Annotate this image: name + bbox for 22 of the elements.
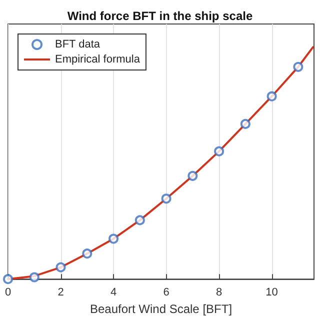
x-axis-title: Beaufort Wind Scale [BFT]	[90, 302, 232, 316]
point	[56, 262, 66, 272]
legend-label: Empirical formula	[55, 54, 141, 66]
point	[293, 62, 304, 72]
point	[161, 194, 172, 204]
point	[240, 118, 250, 129]
x-tick-label: 8	[216, 286, 222, 299]
point	[108, 234, 119, 244]
chart-title: Wind force BFT in the ship scale	[67, 9, 253, 23]
point	[3, 274, 13, 284]
point	[29, 272, 40, 282]
legend-label: BFT data	[55, 38, 101, 50]
x-tick-label: 4	[110, 286, 117, 299]
point	[266, 91, 277, 102]
x-tick-label: 10	[266, 286, 278, 299]
point	[82, 248, 92, 259]
point	[188, 170, 198, 181]
x-tick-label: 2	[58, 286, 64, 299]
point	[214, 146, 224, 156]
point	[134, 215, 145, 226]
x-tick-label: 6	[163, 286, 170, 299]
x-tick-label: 0	[4, 286, 12, 299]
